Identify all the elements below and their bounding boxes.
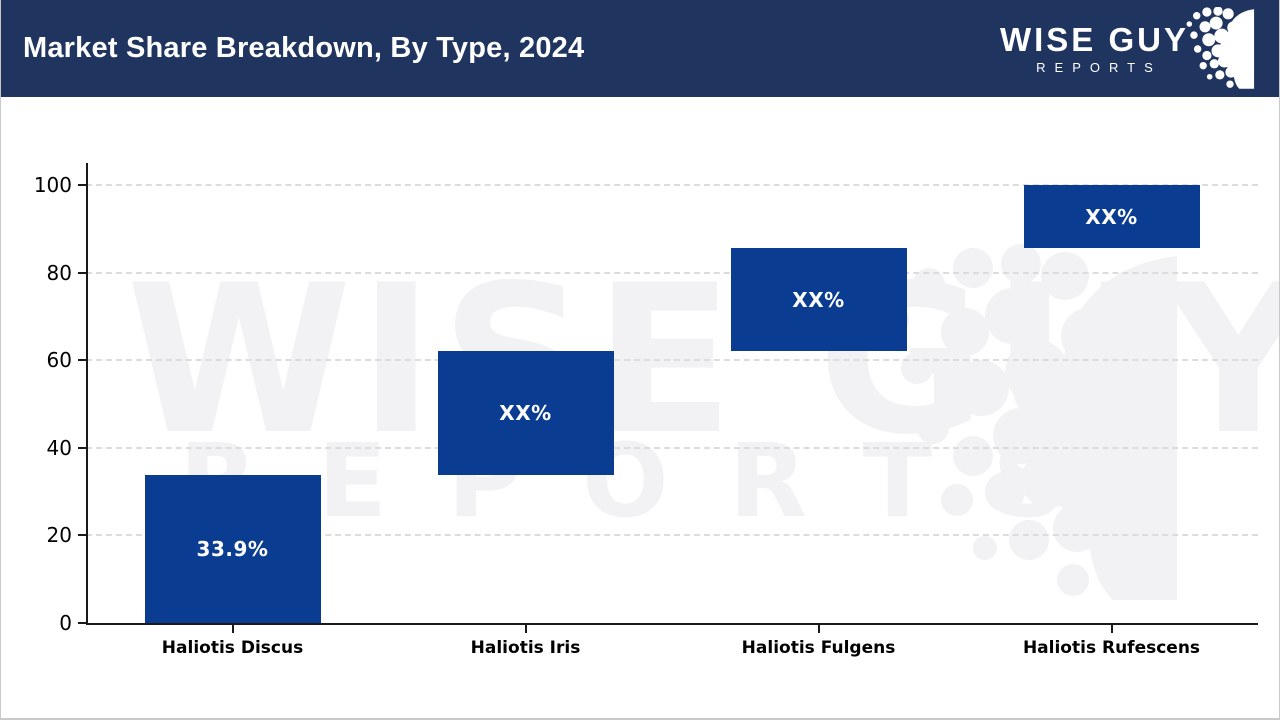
y-tick-label: 100 bbox=[33, 173, 72, 197]
gridline bbox=[86, 271, 1258, 274]
y-tick-label: 80 bbox=[46, 260, 72, 285]
watermark-face-icon bbox=[885, 244, 1177, 600]
y-axis-tick bbox=[78, 271, 86, 274]
x-category-label: Haliotis Rufescens bbox=[1022, 638, 1201, 658]
watermark-subtitle: REPORTS bbox=[179, 422, 1126, 541]
gridline bbox=[86, 359, 1258, 362]
header: Market Share Breakdown, By Type, 2024 WI… bbox=[1, 0, 1279, 97]
y-axis-tick bbox=[78, 534, 86, 537]
x-axis-tick bbox=[524, 625, 527, 633]
x-category-label: Haliotis Iris bbox=[470, 638, 581, 658]
wiseguy-face-icon bbox=[1186, 6, 1255, 89]
x-axis-tick bbox=[231, 625, 234, 633]
gridline bbox=[86, 184, 1258, 186]
bar: 33.9% bbox=[144, 474, 321, 623]
y-axis-tick bbox=[78, 446, 86, 449]
bar-value-label: XX% bbox=[499, 400, 552, 425]
gridline bbox=[86, 446, 1258, 449]
gridline bbox=[86, 534, 1258, 537]
logo-wordmark: WISE GUY bbox=[999, 21, 1189, 58]
x-axis-line bbox=[86, 623, 1258, 625]
y-tick-label: 0 bbox=[59, 611, 72, 635]
bar: XX% bbox=[730, 248, 907, 351]
bar: XX% bbox=[437, 351, 614, 475]
page-title: Market Share Breakdown, By Type, 2024 bbox=[23, 32, 585, 64]
bar-value-label: XX% bbox=[792, 287, 845, 312]
logo-subtitle: REPORTS bbox=[1036, 60, 1162, 75]
bar-value-label: XX% bbox=[1085, 204, 1138, 229]
x-category-label: Haliotis Fulgens bbox=[741, 638, 896, 658]
bar: XX% bbox=[1023, 185, 1200, 249]
y-tick-label: 60 bbox=[46, 348, 72, 373]
bar-value-label: 33.9% bbox=[196, 536, 269, 561]
y-axis-tick bbox=[78, 622, 86, 624]
logo-text: WISE GUY REPORTS bbox=[1000, 23, 1189, 74]
x-category-label: Haliotis Discus bbox=[161, 638, 304, 658]
y-axis-line bbox=[86, 163, 88, 625]
y-tick-label: 20 bbox=[46, 523, 72, 548]
y-axis-tick bbox=[78, 359, 86, 362]
x-axis-tick bbox=[1110, 625, 1113, 633]
y-tick-label: 40 bbox=[46, 435, 72, 460]
x-axis-tick bbox=[817, 625, 820, 633]
y-axis-tick bbox=[78, 184, 86, 186]
wiseguy-logo: WISE GUY REPORTS bbox=[1000, 6, 1255, 91]
